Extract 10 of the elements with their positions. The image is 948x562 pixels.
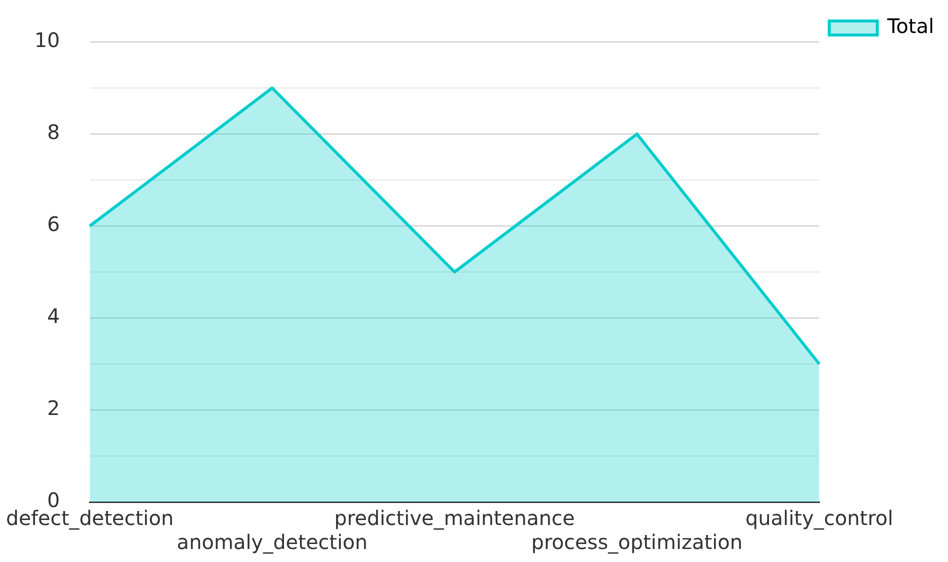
- y-tick-label: 10: [34, 28, 60, 52]
- x-tick-label: process_optimization: [531, 530, 743, 554]
- x-tick-label: quality_control: [745, 506, 894, 530]
- y-tick-label: 4: [47, 304, 60, 328]
- y-tick-label: 2: [47, 396, 60, 420]
- y-tick-label: 8: [47, 120, 60, 144]
- x-tick-label: anomaly_detection: [176, 530, 368, 554]
- y-tick-label: 6: [47, 212, 60, 236]
- x-tick-label: predictive_maintenance: [334, 506, 575, 530]
- legend-label: Total: [886, 14, 934, 38]
